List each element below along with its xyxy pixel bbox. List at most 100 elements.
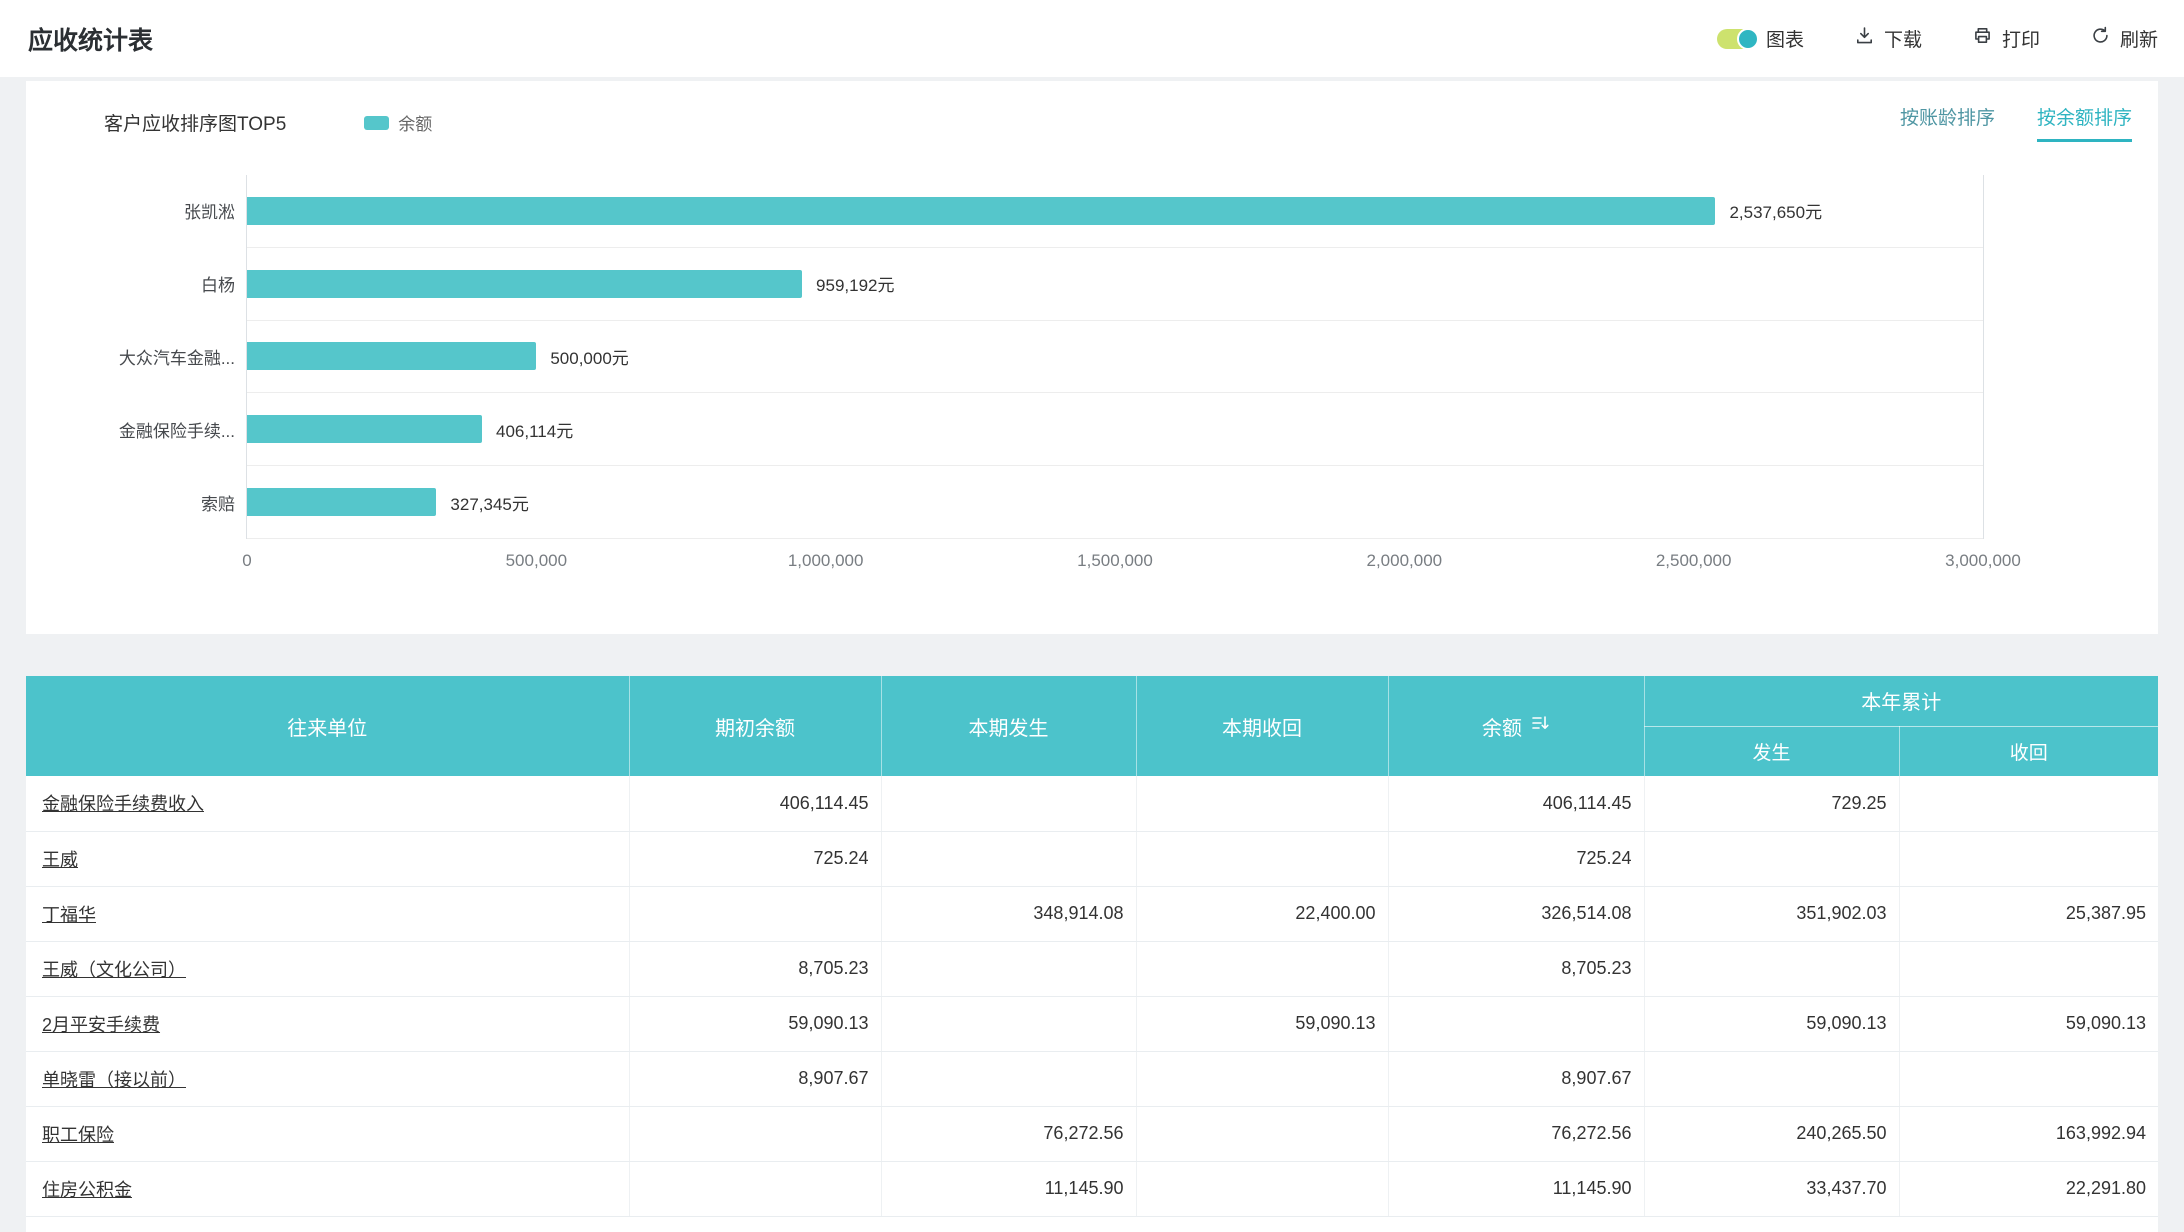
chart-title: 客户应收排序图TOP5: [104, 114, 287, 135]
value-label: 327,345元: [450, 494, 529, 514]
cell-year-recovered: 25,387.95: [1899, 886, 2158, 942]
cell-balance: 8,705.23: [1388, 941, 1645, 997]
bar[interactable]: [247, 269, 803, 298]
sort-descending-icon[interactable]: [1530, 713, 1550, 739]
cell-recovered: [1136, 1161, 1389, 1217]
download-button[interactable]: 下载: [1854, 25, 1922, 52]
legend-label: 余额: [398, 115, 433, 134]
table-row: 丁福华 348,914.08 22,400.00 326,514.08 351,…: [26, 886, 2158, 942]
col-header-unit: 往来单位: [26, 676, 630, 776]
print-button[interactable]: 打印: [1972, 25, 2040, 52]
legend-balance[interactable]: 余额: [364, 110, 432, 135]
cell-year-occurred: 59,090.13: [1644, 996, 1900, 1052]
cell-occurred: 76,272.56: [881, 1106, 1137, 1162]
cell-recovered: [1136, 776, 1389, 832]
unit-link[interactable]: 金融保险手续费收入: [42, 794, 204, 815]
cell-year-occurred: [1644, 941, 1900, 997]
x-axis: 0 500,000 1,000,000 1,500,000 2,000,000 …: [242, 551, 2021, 573]
value-label: 406,114元: [496, 421, 574, 441]
cell-year-occurred: 729.25: [1644, 776, 1900, 832]
bar-row: 张凯淞 2,537,650元: [184, 175, 1983, 248]
toggle-knob[interactable]: [1736, 27, 1759, 50]
unit-link[interactable]: 王威: [42, 849, 78, 870]
chart-view-toggle[interactable]: 图表: [1716, 25, 1804, 52]
x-tick: 3,000,000: [1945, 551, 2021, 570]
cell-occurred: [881, 776, 1137, 832]
cell-opening: 406,114.45: [629, 776, 882, 832]
col-header-current-occurred: 本期发生: [881, 676, 1137, 776]
bar[interactable]: [247, 196, 1716, 225]
unit-link[interactable]: 2月平安手续费: [42, 1014, 161, 1035]
bar[interactable]: [247, 488, 437, 517]
x-tick: 2,500,000: [1655, 551, 1732, 570]
unit-link[interactable]: 单晓雷（接以前）: [42, 1069, 186, 1090]
refresh-icon: [2090, 25, 2111, 52]
cell-opening: [629, 1161, 882, 1217]
category-label: 白杨: [201, 276, 235, 296]
bar[interactable]: [247, 342, 537, 371]
cell-recovered: [1136, 831, 1389, 887]
cell-balance: [1388, 996, 1645, 1052]
table-row: 王威（文化公司） 8,705.23 8,705.23: [26, 941, 2158, 997]
receivables-table-panel: 往来单位 期初余额 本期发生 本期收回 余额 本年累: [26, 676, 2158, 1232]
category-label: 张凯淞: [184, 203, 235, 223]
cell-year-recovered: 163,992.94: [1899, 1106, 2158, 1162]
cell-occurred: 348,914.08: [881, 886, 1137, 942]
cell-year-occurred: 240,265.50: [1644, 1106, 1900, 1162]
print-icon: [1972, 25, 1993, 52]
toggle-on-icon[interactable]: [1716, 27, 1759, 50]
col-header-year-total: 本年累计: [1644, 676, 2158, 727]
cell-opening: [629, 1106, 882, 1162]
refresh-label: 刷新: [2119, 30, 2158, 51]
unit-link[interactable]: 住房公积金: [42, 1179, 132, 1200]
table-row: 单晓雷（接以前） 8,907.67 8,907.67: [26, 1051, 2158, 1107]
bar[interactable]: [247, 415, 482, 444]
sort-by-aging-tab[interactable]: 按账龄排序: [1899, 108, 1995, 129]
cell-balance: 406,114.45: [1388, 776, 1645, 832]
cell-recovered: [1136, 1106, 1389, 1162]
cell-year-recovered: 22,291.80: [1899, 1161, 2158, 1217]
value-label: 500,000元: [550, 348, 629, 368]
cell-occurred: [881, 996, 1137, 1052]
cell-year-occurred: 33,437.70: [1644, 1161, 1900, 1217]
cell-recovered: [1136, 1051, 1389, 1107]
table-row: 职工保险 76,272.56 76,272.56 240,265.50 163,…: [26, 1106, 2158, 1162]
cell-opening: [629, 886, 882, 942]
category-label: 大众汽车金融...: [118, 348, 235, 368]
unit-link[interactable]: 丁福华: [42, 904, 96, 925]
cell-year-occurred: [1644, 1051, 1900, 1107]
cell-recovered: 59,090.13: [1136, 996, 1389, 1052]
bar-chart: 张凯淞 2,537,650元 白杨 959,192元 大众汽车金融... 500…: [119, 175, 2021, 570]
chart-toggle-label: 图表: [1765, 30, 1804, 51]
cell-year-recovered: [1899, 831, 2158, 887]
legend-swatch: [364, 115, 390, 130]
x-tick: 1,500,000: [1077, 551, 1153, 570]
sort-by-balance-tab[interactable]: 按余额排序: [2036, 103, 2132, 142]
x-tick: 1,000,000: [787, 551, 864, 570]
unit-link[interactable]: 职工保险: [42, 1124, 114, 1145]
bar-row: 大众汽车金融... 500,000元: [119, 321, 1983, 394]
chart-panel: 客户应收排序图TOP5 余额 按账龄排序 按余额排序 张凯淞 2,537,650…: [26, 81, 2158, 634]
col-header-current-recovered: 本期收回: [1136, 676, 1389, 776]
unit-link[interactable]: 王威（文化公司）: [42, 959, 186, 980]
cell-year-recovered: [1899, 1051, 2158, 1107]
table-row: 住房公积金 11,145.90 11,145.90 33,437.70 22,2…: [26, 1161, 2158, 1217]
cell-occurred: [881, 941, 1137, 997]
table-row: 2月平安手续费 59,090.13 59,090.13 59,090.13 59…: [26, 996, 2158, 1052]
x-tick: 0: [242, 551, 252, 570]
col-header-balance-sort[interactable]: 余额: [1388, 676, 1645, 776]
bar-row: 索赔 327,345元: [201, 466, 1983, 539]
cell-occurred: [881, 831, 1137, 887]
cell-balance: 76,272.56: [1388, 1106, 1645, 1162]
page-header: 应收统计表 图表 下载 打印: [0, 0, 2184, 77]
cell-year-occurred: 351,902.03: [1644, 886, 1900, 942]
refresh-button[interactable]: 刷新: [2090, 25, 2158, 52]
receivables-table: 往来单位 期初余额 本期发生 本期收回 余额 本年累: [26, 676, 2158, 1217]
value-label: 959,192元: [816, 276, 895, 296]
download-label: 下载: [1883, 30, 1922, 51]
table-row: 金融保险手续费收入 406,114.45 406,114.45 729.25: [26, 776, 2158, 832]
cell-opening: 725.24: [629, 831, 882, 887]
category-label: 金融保险手续...: [118, 421, 235, 441]
cell-balance: 11,145.90: [1388, 1161, 1645, 1217]
download-icon: [1854, 25, 1875, 52]
